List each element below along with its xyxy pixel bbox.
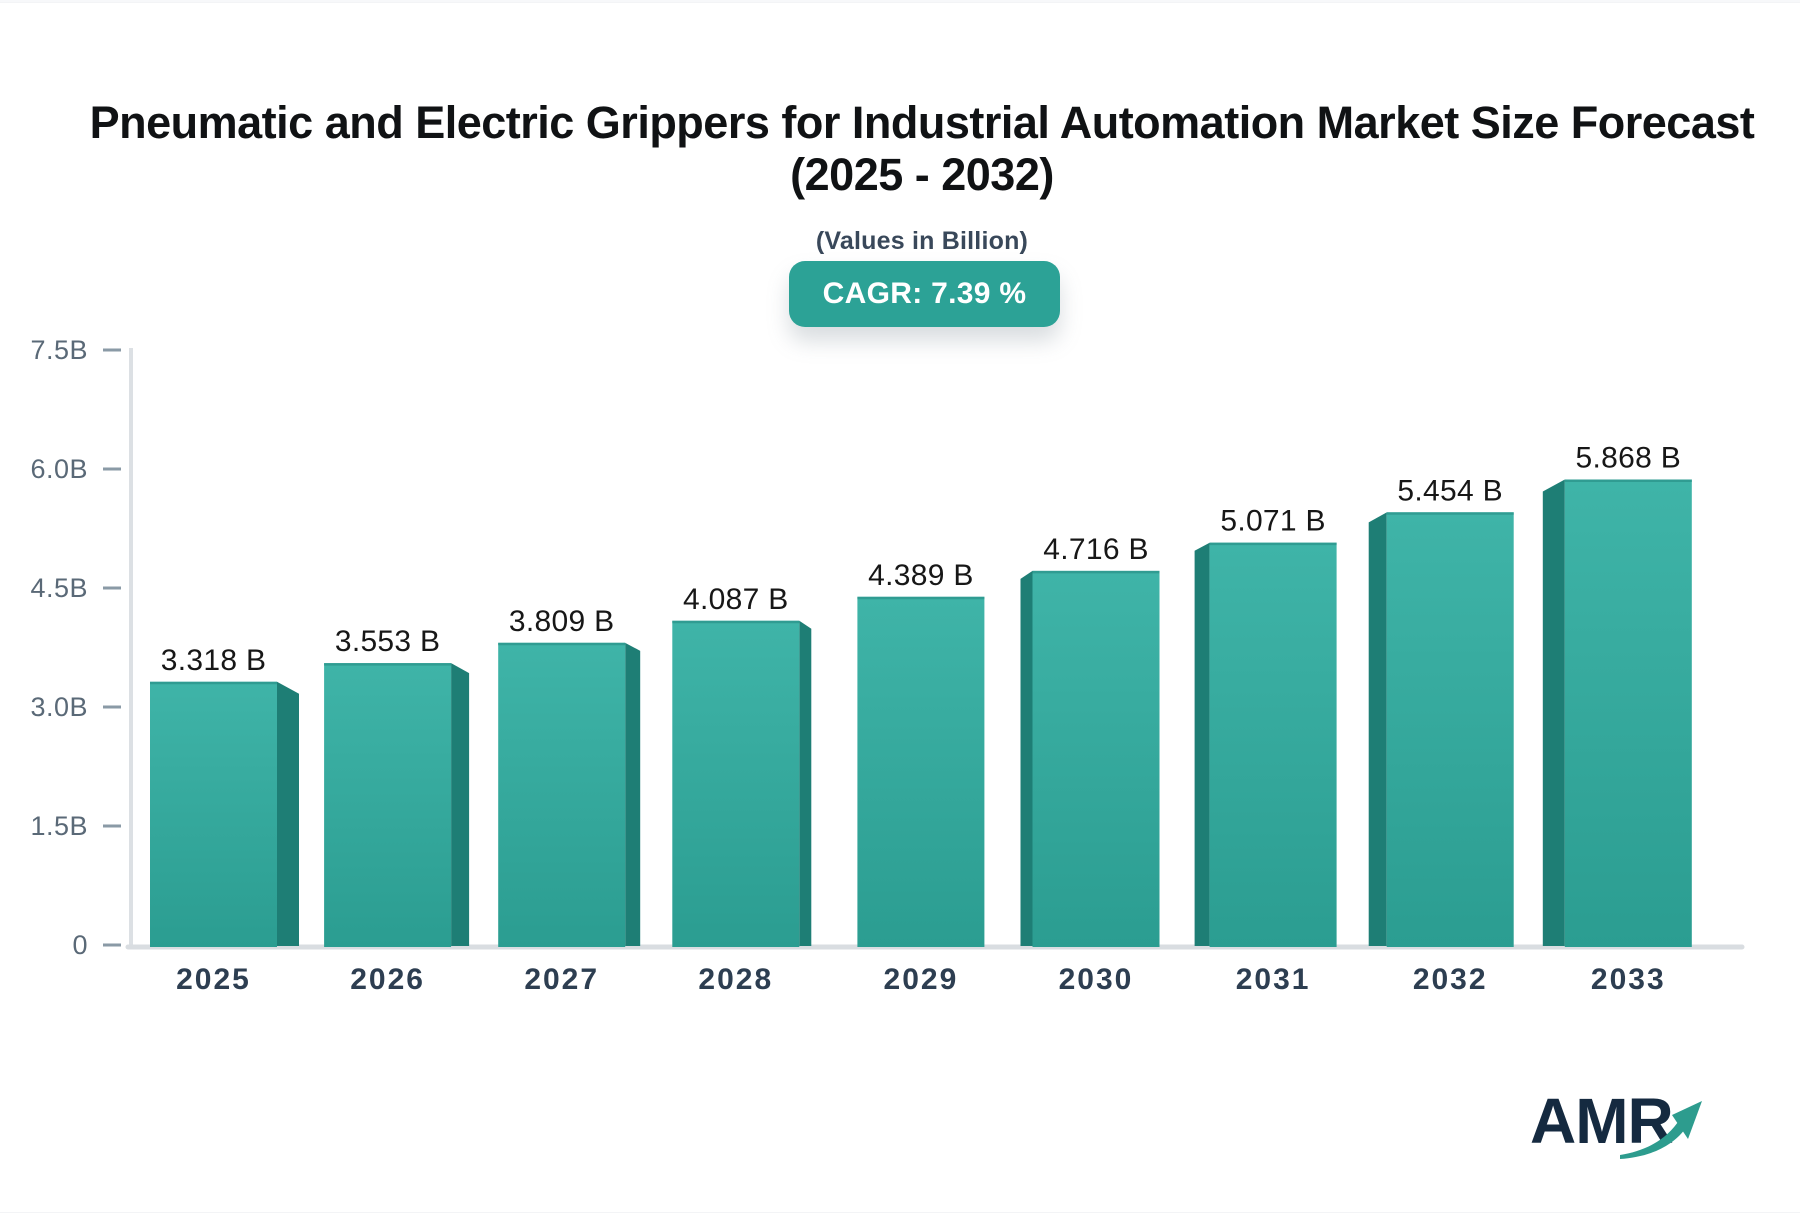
x-tick-label: 2030 xyxy=(1059,963,1134,996)
labels-layer: 0 1.5B 3.0B 4.5B 6.0B 7.5B 3.318 B 2025 3.553 B 2… xyxy=(30,335,1682,996)
chart-title-line1: Pneumatic and Electric Grippers for Indu… xyxy=(89,97,1755,148)
x-tick-label: 2026 xyxy=(350,963,425,996)
cagr-badge-label: CAGR: 7.39 % xyxy=(822,277,1027,310)
bar-side-face xyxy=(1020,570,1033,946)
y-tick-label: 0 xyxy=(72,930,88,960)
bars-layer xyxy=(150,479,1692,947)
y-tick-label: 3.0B xyxy=(30,692,88,722)
bar xyxy=(672,620,800,947)
bar xyxy=(1209,542,1337,947)
chart-subtitle: (Values in Billion) xyxy=(815,227,1029,255)
bar-side-face xyxy=(1368,512,1387,946)
cagr-badge: CAGR: 7.39 % xyxy=(789,261,1060,327)
bar xyxy=(1564,479,1692,947)
bar-value-label: 3.318 B xyxy=(161,644,267,677)
x-tick-label: 2031 xyxy=(1236,963,1311,996)
x-tick-label: 2029 xyxy=(884,963,959,996)
amr-logo-text: AMR xyxy=(1530,1085,1674,1157)
bar-value-label: 4.087 B xyxy=(683,583,789,616)
bar-value-label: 5.454 B xyxy=(1397,474,1503,507)
bar xyxy=(857,596,985,947)
bar-value-label: 3.809 B xyxy=(509,605,615,638)
y-tick-label: 1.5B xyxy=(30,811,88,841)
title-block: Pneumatic and Electric Grippers for Indu… xyxy=(40,97,1800,201)
x-tick-label: 2028 xyxy=(698,963,773,996)
bar xyxy=(150,681,277,947)
bar-value-label: 5.071 B xyxy=(1220,505,1326,538)
bar-value-label: 3.553 B xyxy=(335,625,441,658)
bar-side-face xyxy=(625,642,641,946)
x-tick-label: 2025 xyxy=(176,963,251,996)
bar xyxy=(1386,512,1514,947)
bar xyxy=(498,642,626,947)
bar-side-face xyxy=(451,663,470,946)
amr-logo: AMR xyxy=(1530,1089,1750,1179)
x-tick-label: 2027 xyxy=(524,963,599,996)
bar-side-face xyxy=(277,681,299,946)
bar-side-face xyxy=(1194,542,1210,946)
x-tick-label: 2033 xyxy=(1591,963,1666,996)
bar-side-face xyxy=(799,620,812,946)
bar-value-label: 4.716 B xyxy=(1043,533,1149,566)
bar-value-label: 5.868 B xyxy=(1576,441,1682,474)
x-tick-label: 2032 xyxy=(1413,963,1488,996)
bar-value-label: 4.389 B xyxy=(868,559,974,592)
y-tick-label: 6.0B xyxy=(30,454,88,484)
bar xyxy=(1032,570,1160,947)
y-tick-label: 4.5B xyxy=(30,573,88,603)
chart-title-line2: (2025 - 2032) xyxy=(790,149,1054,200)
bar xyxy=(324,663,452,947)
bar-side-face xyxy=(1542,479,1565,946)
y-tick-label: 7.5B xyxy=(30,335,88,365)
bar-chart: 0 1.5B 3.0B 4.5B 6.0B 7.5B 3.318 B 2025 3.553 B 2… xyxy=(30,335,1745,996)
logo-arrow-icon xyxy=(1620,1101,1702,1159)
